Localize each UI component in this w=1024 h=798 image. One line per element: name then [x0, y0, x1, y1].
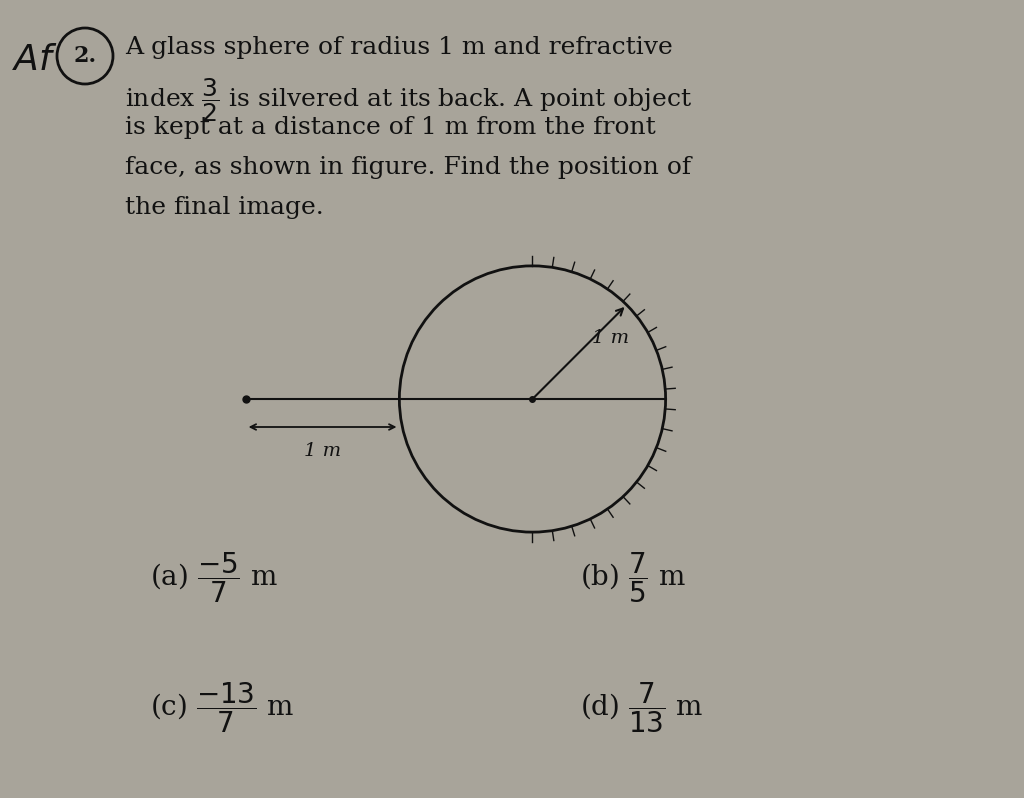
Text: (a) $\dfrac{-5}{7}$ m: (a) $\dfrac{-5}{7}$ m: [150, 551, 278, 606]
Text: face, as shown in figure. Find the position of: face, as shown in figure. Find the posit…: [125, 156, 691, 179]
Text: is kept at a distance of 1 m from the front: is kept at a distance of 1 m from the fr…: [125, 116, 655, 139]
Text: $\mathit{Af}$: $\mathit{Af}$: [12, 43, 58, 77]
Text: 1 m: 1 m: [304, 442, 341, 460]
Text: (b) $\dfrac{7}{5}$ m: (b) $\dfrac{7}{5}$ m: [580, 551, 686, 606]
Text: the final image.: the final image.: [125, 196, 324, 219]
Text: A glass sphere of radius 1 m and refractive: A glass sphere of radius 1 m and refract…: [125, 36, 673, 59]
Text: (c) $\dfrac{-13}{7}$ m: (c) $\dfrac{-13}{7}$ m: [150, 681, 295, 735]
Text: index $\dfrac{3}{2}$ is silvered at its back. A point object: index $\dfrac{3}{2}$ is silvered at its …: [125, 76, 692, 124]
Text: 2.: 2.: [74, 45, 96, 67]
Text: (d) $\dfrac{7}{13}$ m: (d) $\dfrac{7}{13}$ m: [580, 681, 703, 735]
Text: 1 m: 1 m: [592, 329, 629, 347]
